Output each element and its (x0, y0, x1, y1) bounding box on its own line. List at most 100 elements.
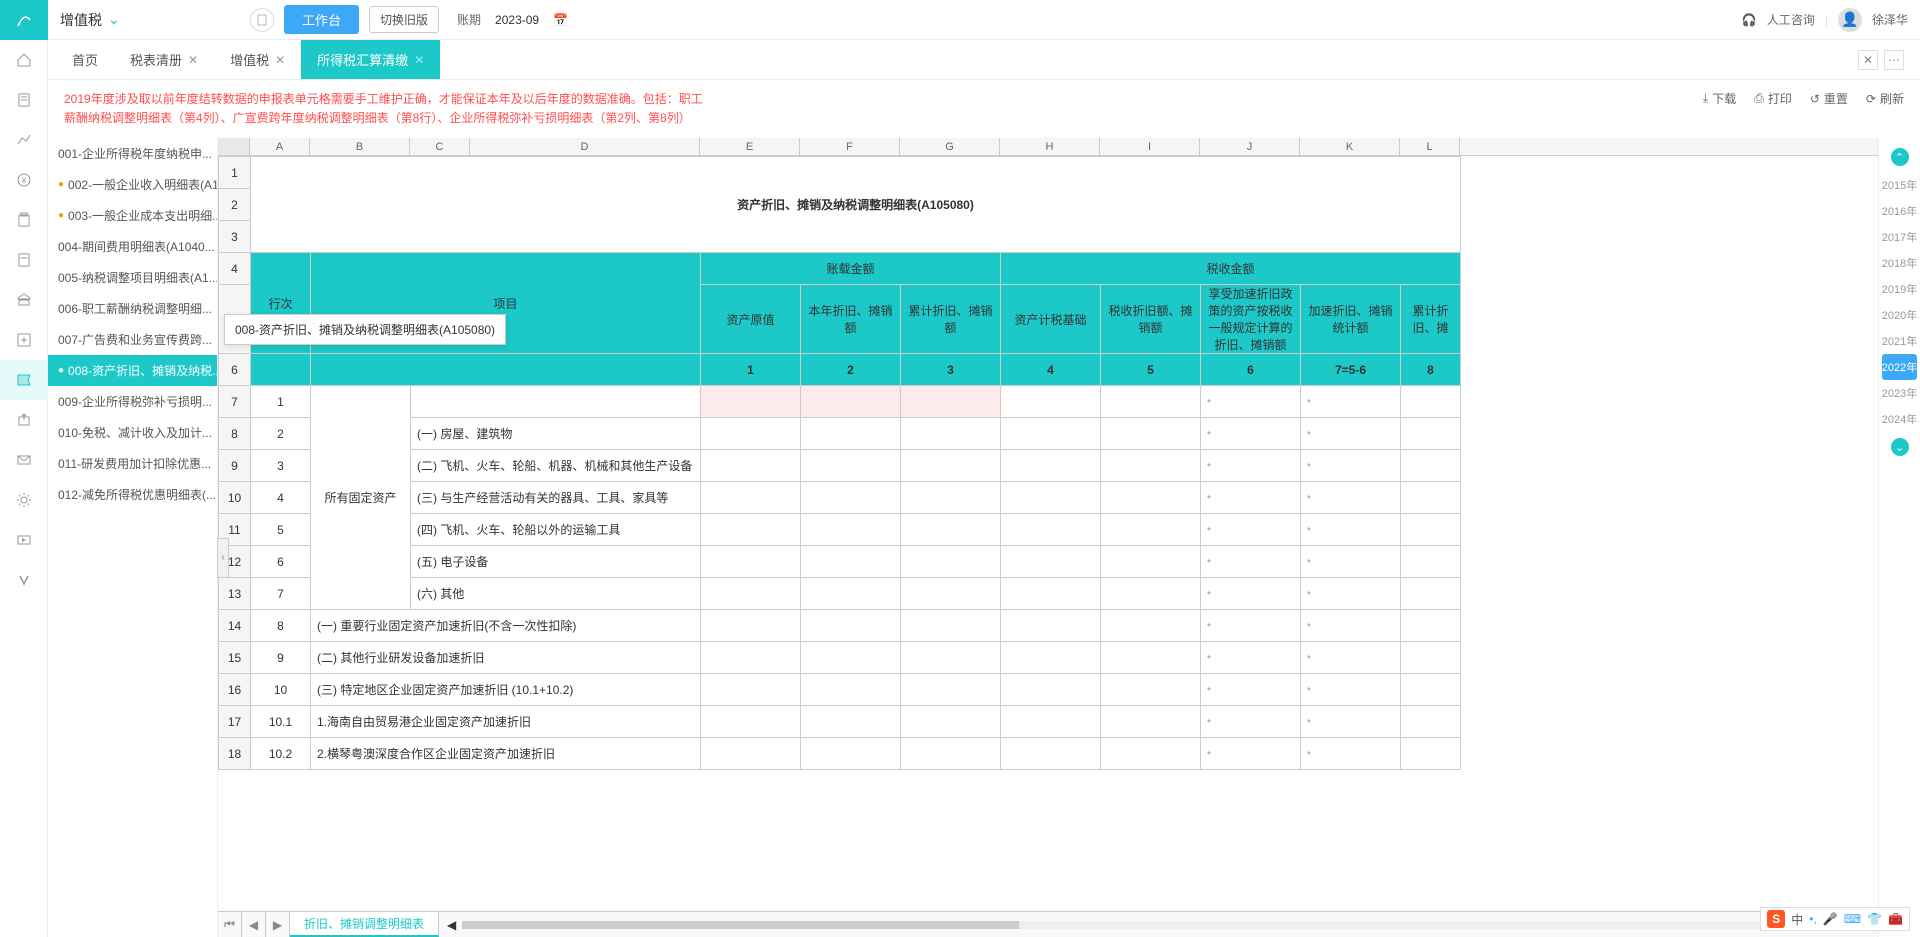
data-cell[interactable] (1401, 642, 1461, 674)
year-option[interactable]: 2020年 (1882, 302, 1917, 328)
year-option[interactable]: 2016年 (1882, 198, 1917, 224)
ime-skin-icon[interactable]: 👕 (1867, 912, 1882, 926)
ime-logo-icon[interactable]: S (1767, 910, 1785, 928)
sheet-tab-next-icon[interactable]: ▶ (266, 912, 290, 937)
data-cell[interactable] (801, 578, 901, 610)
data-cell[interactable] (1401, 386, 1461, 418)
data-cell[interactable] (1401, 706, 1461, 738)
col-header[interactable]: I (1100, 138, 1200, 155)
col-header[interactable]: A (250, 138, 310, 155)
data-cell[interactable] (1401, 674, 1461, 706)
close-icon[interactable]: ✕ (275, 53, 285, 67)
nav-v-icon[interactable] (0, 560, 48, 600)
year-option[interactable]: 2023年 (1882, 380, 1917, 406)
data-cell[interactable]: * (1301, 578, 1401, 610)
side-item[interactable]: 004-期间费用明细表(A1040... (48, 231, 217, 262)
switch-old-button[interactable]: 切换旧版 (369, 6, 439, 33)
refresh-action[interactable]: ⟳刷新 (1866, 90, 1904, 107)
side-item[interactable]: 011-研发费用加计扣除优惠... (48, 448, 217, 479)
data-cell[interactable]: * (1301, 450, 1401, 482)
data-cell[interactable] (701, 450, 801, 482)
data-cell[interactable] (801, 642, 901, 674)
col-header[interactable]: D (470, 138, 700, 155)
nav-doc-icon[interactable] (0, 80, 48, 120)
data-cell[interactable]: * (1201, 450, 1301, 482)
sheet-tab-active[interactable]: 折旧、摊销调整明细表 (290, 912, 439, 937)
hscroll-thumb[interactable] (462, 921, 1019, 929)
data-cell[interactable]: * (1301, 706, 1401, 738)
data-cell[interactable]: * (1201, 674, 1301, 706)
data-cell[interactable] (1001, 610, 1101, 642)
nav-chart-icon[interactable] (0, 120, 48, 160)
data-cell[interactable] (1101, 514, 1201, 546)
col-header[interactable]: E (700, 138, 800, 155)
doc-circle-icon[interactable] (250, 8, 274, 32)
data-cell[interactable] (801, 546, 901, 578)
workbench-button[interactable]: 工作台 (284, 5, 359, 34)
data-cell[interactable] (1401, 514, 1461, 546)
data-cell[interactable] (901, 386, 1001, 418)
data-cell[interactable] (701, 386, 801, 418)
year-option[interactable]: 2015年 (1882, 172, 1917, 198)
data-cell[interactable] (1001, 674, 1101, 706)
company-dropdown[interactable]: 增值税 ⌄ (60, 10, 240, 30)
side-item[interactable]: 001-企业所得税年度纳税申... (48, 138, 217, 169)
data-cell[interactable]: * (1301, 418, 1401, 450)
data-cell[interactable]: * (1301, 386, 1401, 418)
col-header[interactable]: H (1000, 138, 1100, 155)
tab-首页[interactable]: 首页 (56, 40, 114, 79)
data-cell[interactable] (1101, 482, 1201, 514)
data-cell[interactable] (1401, 418, 1461, 450)
side-item[interactable]: ●002-一般企业收入明细表(A1... (48, 169, 217, 200)
row-header[interactable]: 16 (219, 674, 251, 706)
data-cell[interactable]: * (1301, 514, 1401, 546)
data-cell[interactable] (1401, 450, 1461, 482)
data-cell[interactable] (1401, 578, 1461, 610)
data-cell[interactable]: * (1201, 642, 1301, 674)
data-cell[interactable] (701, 674, 801, 706)
row-header[interactable]: 6 (219, 354, 251, 386)
data-cell[interactable] (901, 546, 1001, 578)
data-cell[interactable] (1101, 610, 1201, 642)
row-header[interactable]: 10 (219, 482, 251, 514)
nav-calc-icon[interactable] (0, 240, 48, 280)
download-action[interactable]: ⤓下载 (1703, 90, 1736, 107)
data-cell[interactable] (801, 418, 901, 450)
data-cell[interactable] (1101, 706, 1201, 738)
nav-home-icon[interactable] (0, 40, 48, 80)
row-header[interactable]: 15 (219, 642, 251, 674)
data-cell[interactable] (901, 418, 1001, 450)
close-icon[interactable]: ✕ (188, 53, 198, 67)
sheet-tab-first-icon[interactable]: ⏮ (218, 912, 242, 937)
side-item[interactable]: 010-免税、减计收入及加计... (48, 417, 217, 448)
consult-link[interactable]: 人工咨询 (1767, 11, 1815, 28)
data-cell[interactable] (701, 706, 801, 738)
row-header[interactable]: 3 (219, 221, 251, 253)
row-header[interactable]: 18 (219, 738, 251, 770)
data-cell[interactable] (1101, 642, 1201, 674)
nav-clip-icon[interactable] (0, 200, 48, 240)
data-cell[interactable] (901, 514, 1001, 546)
year-down-icon[interactable]: ⌄ (1891, 438, 1909, 456)
data-cell[interactable]: * (1301, 642, 1401, 674)
hscroll-left-icon[interactable]: ◀ (447, 918, 456, 932)
data-cell[interactable] (1101, 674, 1201, 706)
ime-toolbox-icon[interactable]: 🧰 (1888, 912, 1903, 926)
data-cell[interactable]: * (1301, 482, 1401, 514)
data-cell[interactable]: * (1201, 482, 1301, 514)
data-cell[interactable] (1101, 386, 1201, 418)
data-cell[interactable] (901, 706, 1001, 738)
data-cell[interactable]: * (1201, 386, 1301, 418)
col-header[interactable]: J (1200, 138, 1300, 155)
print-action[interactable]: ⎙打印 (1754, 90, 1792, 107)
user-avatar[interactable]: 👤 (1838, 8, 1862, 32)
data-cell[interactable] (701, 514, 801, 546)
col-header[interactable]: C (410, 138, 470, 155)
data-cell[interactable] (1401, 482, 1461, 514)
row-header[interactable]: 13 (219, 578, 251, 610)
col-header[interactable]: K (1300, 138, 1400, 155)
data-cell[interactable] (901, 738, 1001, 770)
data-cell[interactable] (701, 418, 801, 450)
nav-mail-icon[interactable] (0, 440, 48, 480)
side-collapse-toggle[interactable]: ‹ (217, 538, 229, 578)
